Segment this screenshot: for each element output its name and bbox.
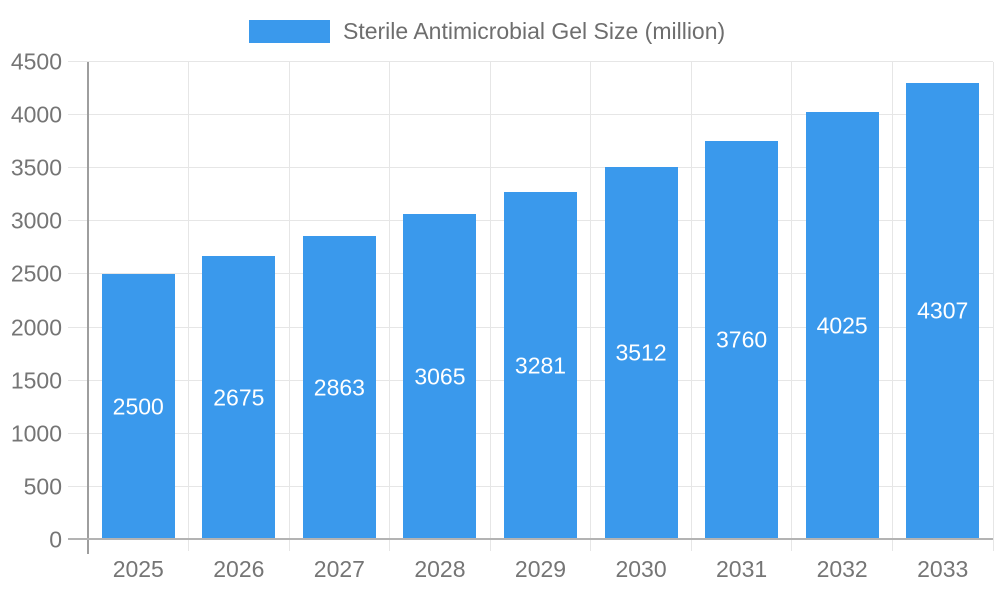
y-tick-label: 0 (49, 526, 62, 553)
legend-label: Sterile Antimicrobial Gel Size (million) (343, 18, 726, 44)
y-tick-label: 3000 (10, 207, 62, 234)
y-tick-label: 1000 (10, 420, 62, 447)
bar-value-label: 3065 (414, 363, 466, 390)
x-tick-label: 2026 (213, 556, 265, 582)
bar[interactable]: 3065 (403, 214, 477, 540)
bar-value-label: 3512 (615, 339, 667, 366)
bar[interactable]: 2863 (302, 235, 376, 540)
x-axis-baseline (68, 538, 993, 540)
v-gridline (188, 62, 190, 551)
v-gridline (590, 62, 592, 551)
x-tick-label: 2033 (917, 556, 969, 582)
y-tick-label: 2500 (10, 260, 62, 287)
h-gridline (68, 167, 993, 169)
x-tick-label: 2032 (816, 556, 868, 582)
h-gridline (68, 114, 993, 116)
bar-value-label: 3760 (716, 326, 768, 353)
bar[interactable]: 4307 (906, 82, 980, 540)
bar-value-label: 2863 (313, 374, 365, 401)
x-tick-label: 2027 (313, 556, 365, 582)
v-gridline (690, 62, 692, 551)
x-tick-label: 2025 (112, 556, 164, 582)
bar[interactable]: 2500 (101, 274, 175, 540)
bar[interactable]: 3760 (705, 140, 779, 540)
bar-value-label: 3281 (514, 352, 567, 379)
bar-value-label: 4025 (816, 312, 868, 339)
x-tick-label: 2030 (615, 556, 667, 582)
legend-item[interactable]: Sterile Antimicrobial Gel Size (million) (249, 19, 725, 44)
y-tick-label: 4000 (10, 101, 62, 128)
v-gridline (489, 62, 491, 551)
bar[interactable]: 3512 (604, 166, 678, 540)
bar[interactable]: 4025 (805, 112, 879, 540)
bar-value-label: 2500 (112, 393, 164, 420)
v-gridline (791, 62, 793, 551)
y-tick-label: 1500 (10, 367, 62, 394)
x-tick-label: 2031 (716, 556, 768, 582)
bar[interactable]: 3281 (504, 191, 577, 540)
v-gridline (389, 62, 391, 551)
bar[interactable]: 2675 (202, 255, 276, 540)
y-tick-label: 2000 (10, 314, 62, 341)
y-tick-label: 500 (23, 473, 62, 500)
y-tick-label: 3500 (10, 154, 62, 181)
v-gridline (288, 62, 290, 551)
x-tick-label: 2028 (414, 556, 466, 582)
plot-area: 0 500 1000 1500 2000 2500 3000 3500 4000 4500 2500… (11, 50, 994, 582)
bar-value-label: 2675 (213, 384, 265, 411)
y-axis-line (87, 62, 89, 554)
v-gridline (992, 62, 994, 551)
x-tick-label: 2029 (514, 556, 567, 582)
legend-swatch-icon (249, 20, 330, 43)
h-gridline (68, 61, 993, 62)
y-tick-label: 4500 (10, 48, 62, 75)
v-gridline (891, 62, 893, 551)
bar-value-label: 4307 (917, 297, 969, 324)
